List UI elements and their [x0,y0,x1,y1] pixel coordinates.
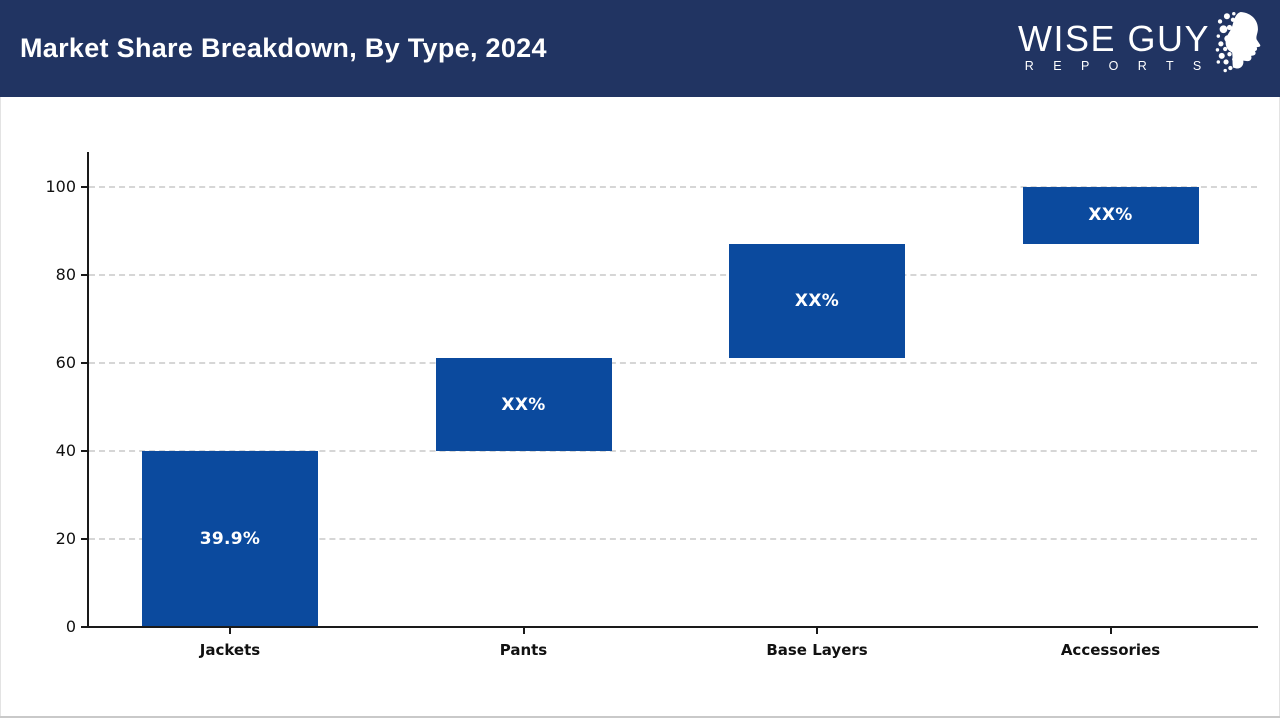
gridline-40 [89,449,1257,452]
bar-value-label: XX% [1088,205,1133,226]
bar-value-label: XX% [501,394,546,415]
y-tick-20 [81,537,88,540]
y-tick-label: 80 [55,264,76,284]
bar-value-label: XX% [794,290,840,311]
y-tick-40 [81,449,88,452]
y-tick-60 [81,361,88,364]
y-tick-label: 100 [45,176,76,196]
gridline-80 [89,273,1257,276]
page-title: Market Share Breakdown, By Type, 2024 [20,33,547,63]
brand-logo: WISE GUY R E P O R T S [1018,8,1270,84]
y-tick-label: 40 [55,440,76,460]
x-tick-3 [1109,628,1112,634]
x-axis-label: Pants [499,641,548,659]
brand-name: WISE GUY [1017,17,1210,59]
x-axis-label: Jackets [199,641,261,659]
y-axis-line [87,152,89,628]
bar-pants: XX% [435,358,612,451]
brand-subtitle: R E P O R T S [1024,59,1210,74]
gridline-100 [89,185,1257,188]
x-axis-label: Accessories [1060,641,1161,659]
x-tick-2 [816,628,818,634]
x-axis-label: Base Layers [766,641,868,659]
x-tick-1 [522,628,525,634]
gridline-60 [89,361,1257,364]
brand-face-icon [1215,11,1261,73]
bottom-divider [0,716,1280,718]
y-tick-label: 20 [55,528,76,548]
bar-accessories: XX% [1022,186,1199,244]
bar-base-layers: XX% [729,243,905,359]
bar-jackets: 39.9% [142,450,318,627]
brand-logo-text: WISE GUY R E P O R T S [1018,19,1210,74]
x-tick-0 [229,628,231,634]
y-tick-80 [81,273,88,276]
y-tick-label: 0 [65,616,76,636]
bar-value-label: 39.9% [199,528,261,549]
y-tick-0 [81,625,88,628]
y-tick-100 [81,185,88,188]
y-tick-label: 60 [55,352,76,372]
header-bar: Market Share Breakdown, By Type, 2024 WI… [0,0,1280,97]
x-axis-line [87,626,1258,628]
gridline-20 [89,537,1257,540]
